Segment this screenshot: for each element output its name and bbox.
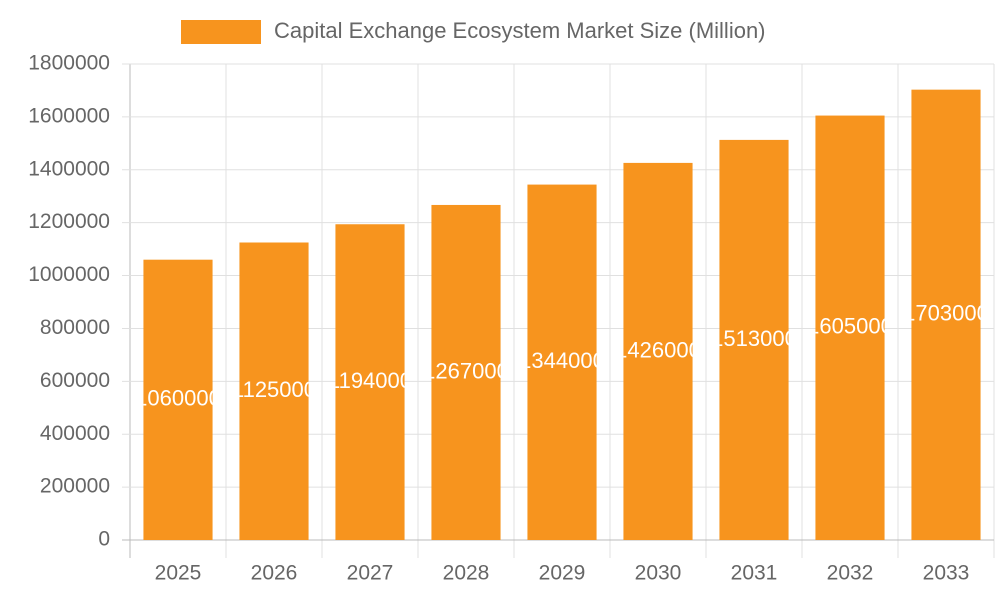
y-tick-label: 0 <box>98 528 110 551</box>
data-label: 1060000 <box>135 386 221 411</box>
y-tick-label: 1000000 <box>28 263 110 286</box>
data-label: 1344000 <box>519 348 605 373</box>
y-tick-label: 800000 <box>40 316 110 339</box>
y-tick-label: 200000 <box>40 475 110 498</box>
y-tick-label: 1400000 <box>28 157 110 180</box>
data-label: 1267000 <box>423 358 509 383</box>
bar <box>143 259 213 540</box>
y-tick-label: 1600000 <box>28 104 110 127</box>
x-tick-label: 2025 <box>155 562 202 585</box>
x-tick-label: 2028 <box>443 562 490 585</box>
bar <box>431 204 501 540</box>
x-tick-label: 2031 <box>731 562 778 585</box>
y-tick-label: 600000 <box>40 369 110 392</box>
x-tick-label: 2029 <box>539 562 586 585</box>
x-tick-label: 2027 <box>347 562 394 585</box>
bar <box>335 224 405 540</box>
bar <box>815 115 885 541</box>
x-tick-label: 2026 <box>251 562 298 585</box>
data-label: 1426000 <box>615 337 701 362</box>
bar <box>527 184 597 540</box>
y-tick-label: 1200000 <box>28 210 110 233</box>
x-tick-label: 2033 <box>923 562 970 585</box>
x-tick-label: 2032 <box>827 562 874 585</box>
data-label: 1194000 <box>328 368 412 393</box>
data-label: 1513000 <box>711 326 797 351</box>
y-tick-label: 400000 <box>40 422 110 445</box>
y-tick-label: 1800000 <box>28 52 110 75</box>
data-label: 1605000 <box>807 314 893 339</box>
data-label: 1125000 <box>232 377 316 402</box>
bar <box>623 162 693 540</box>
bar <box>719 139 789 540</box>
x-tick-label: 2030 <box>635 562 682 585</box>
bar <box>911 89 981 540</box>
bar <box>239 242 309 540</box>
data-label: 1703000 <box>903 301 989 326</box>
legend-label: Capital Exchange Ecosystem Market Size (… <box>274 18 766 43</box>
legend-swatch <box>181 20 261 44</box>
